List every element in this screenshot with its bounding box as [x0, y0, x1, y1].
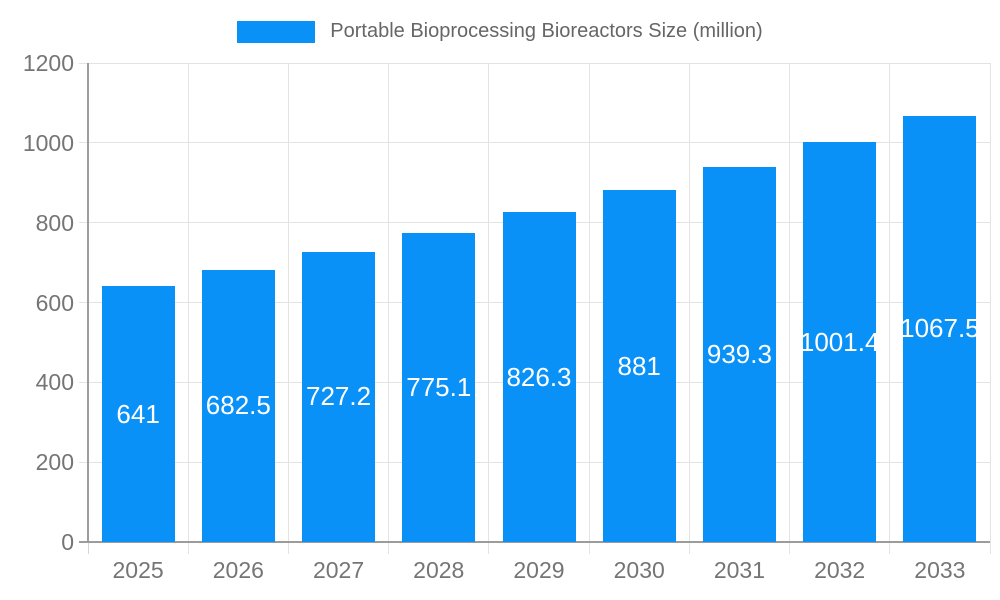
y-axis-tick-label: 800 [35, 209, 74, 236]
bar-2027[interactable]: 727.2 [302, 251, 376, 542]
bar-2032[interactable]: 1001.4 [800, 142, 879, 542]
legend-color-swatch [237, 20, 316, 43]
y-axis-tick-label: 1000 [22, 129, 74, 156]
x-axis-tick-label: 2025 [112, 557, 164, 583]
bar-2026[interactable]: 682.5 [201, 269, 275, 542]
x-axis-tick-label: 2030 [613, 557, 665, 583]
bar-value-label: 939.3 [706, 339, 772, 370]
gridline-vertical [287, 63, 289, 554]
y-axis-tick-label: 600 [35, 289, 74, 316]
chart-legend[interactable]: Portable Bioprocessing Bioreactors Size … [0, 20, 1000, 43]
x-axis-tick [87, 542, 89, 554]
bar-value-label: 682.5 [205, 390, 271, 421]
y-axis-tick-label: 200 [35, 449, 74, 476]
x-axis-tick-label: 2033 [914, 557, 966, 583]
bar-value-label: 775.1 [406, 371, 472, 402]
bar-value-label: 881 [617, 350, 661, 381]
bar-value-label: 1001.4 [799, 326, 880, 357]
bar-2029[interactable]: 826.3 [502, 212, 576, 542]
x-axis-tick-label: 2026 [212, 557, 264, 583]
gridline-vertical [588, 63, 590, 554]
gridline-vertical [789, 63, 791, 554]
y-axis-tick-label: 0 [61, 529, 74, 555]
x-axis-tick-label: 2031 [713, 557, 766, 583]
gridline-vertical [989, 63, 991, 554]
bar-2030[interactable]: 881 [602, 190, 676, 542]
bar-2025[interactable]: 641 [101, 286, 175, 542]
gridline-vertical [187, 63, 189, 554]
bar-value-label: 641 [116, 398, 160, 429]
x-axis-tick-label: 2032 [814, 557, 866, 583]
gridline-vertical [488, 63, 490, 554]
x-axis-tick-label: 2028 [413, 557, 465, 583]
y-axis-line [87, 63, 89, 542]
bar-value-label: 727.2 [306, 381, 372, 412]
x-axis-line [79, 541, 990, 543]
bar-value-label: 1067.5 [900, 313, 980, 344]
bar-2033[interactable]: 1067.5 [900, 115, 980, 542]
bar-2031[interactable]: 939.3 [702, 167, 776, 542]
legend-label: Portable Bioprocessing Bioreactors Size … [330, 20, 763, 42]
bar-value-label: 826.3 [506, 361, 572, 392]
x-axis-tick-label: 2027 [312, 557, 365, 583]
gridline-vertical [889, 63, 891, 554]
x-axis-tick-label: 2029 [513, 557, 565, 583]
y-axis-tick-label: 1200 [22, 50, 74, 76]
gridline-vertical [688, 63, 690, 554]
bar-2028[interactable]: 775.1 [402, 232, 476, 542]
gridline-horizontal [79, 62, 990, 64]
y-axis-tick-label: 400 [35, 369, 74, 396]
gridline-horizontal [79, 142, 990, 144]
gridline-vertical [388, 63, 390, 554]
